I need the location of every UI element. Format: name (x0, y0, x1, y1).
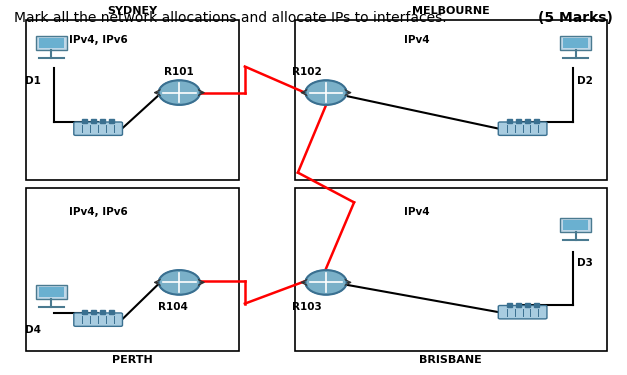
Circle shape (310, 273, 342, 292)
Circle shape (305, 270, 347, 295)
Text: MELBOURNE: MELBOURNE (412, 6, 490, 16)
Bar (295, 20, 607, 180)
FancyBboxPatch shape (74, 313, 122, 326)
Bar (36, 36, 67, 50)
Bar (525, 303, 530, 307)
Text: R101: R101 (164, 67, 194, 77)
Circle shape (167, 85, 192, 100)
Circle shape (314, 275, 339, 290)
Bar (36, 285, 67, 299)
Circle shape (322, 280, 330, 285)
Circle shape (159, 80, 200, 105)
Text: SYDNEY: SYDNEY (107, 6, 157, 16)
Circle shape (314, 85, 339, 100)
Bar (38, 287, 64, 297)
Circle shape (175, 280, 184, 285)
Circle shape (318, 278, 334, 287)
Text: IPv4, IPv6: IPv4, IPv6 (69, 36, 127, 45)
Text: IPv4: IPv4 (404, 207, 429, 217)
Text: R103: R103 (292, 302, 322, 312)
FancyBboxPatch shape (498, 122, 547, 135)
Circle shape (305, 80, 347, 105)
Circle shape (171, 88, 187, 98)
Circle shape (305, 80, 347, 105)
Text: D2: D2 (577, 76, 593, 86)
Text: IPv4: IPv4 (404, 36, 429, 45)
Text: R102: R102 (292, 67, 322, 77)
Bar (82, 310, 87, 314)
Bar (563, 38, 589, 48)
Bar (91, 310, 96, 314)
Text: PERTH: PERTH (112, 355, 153, 365)
Text: D1: D1 (24, 76, 41, 86)
Bar (507, 119, 512, 123)
Bar (100, 310, 105, 314)
Bar (38, 38, 64, 48)
Bar (82, 119, 87, 123)
Bar (534, 119, 539, 123)
Bar (560, 36, 591, 50)
Circle shape (305, 270, 347, 295)
Text: D3: D3 (577, 258, 593, 268)
Circle shape (159, 270, 200, 295)
Bar (534, 303, 539, 307)
Text: R104: R104 (158, 302, 188, 312)
Circle shape (159, 80, 200, 105)
Circle shape (167, 275, 192, 290)
Circle shape (163, 273, 196, 292)
Circle shape (171, 278, 187, 287)
Text: D4: D4 (24, 325, 41, 335)
Bar (26, 20, 239, 180)
Bar (515, 119, 520, 123)
Bar (91, 119, 96, 123)
FancyBboxPatch shape (74, 122, 122, 135)
Text: BRISBANE: BRISBANE (419, 355, 482, 365)
Text: Mark all the network allocations and allocate IPs to interfaces.: Mark all the network allocations and all… (14, 11, 446, 25)
Bar (100, 119, 105, 123)
Text: IPv4, IPv6: IPv4, IPv6 (69, 207, 127, 217)
Circle shape (163, 83, 196, 102)
Bar (515, 303, 520, 307)
Circle shape (322, 90, 330, 95)
Bar (26, 188, 239, 351)
Circle shape (175, 90, 184, 95)
Bar (295, 188, 607, 351)
Bar (507, 303, 512, 307)
Text: (5 Marks): (5 Marks) (538, 11, 613, 25)
Bar (109, 310, 114, 314)
Bar (563, 220, 589, 230)
Circle shape (159, 270, 200, 295)
Circle shape (318, 88, 334, 98)
Bar (560, 218, 591, 232)
Bar (525, 119, 530, 123)
FancyBboxPatch shape (498, 306, 547, 319)
Circle shape (310, 83, 342, 102)
Bar (109, 119, 114, 123)
